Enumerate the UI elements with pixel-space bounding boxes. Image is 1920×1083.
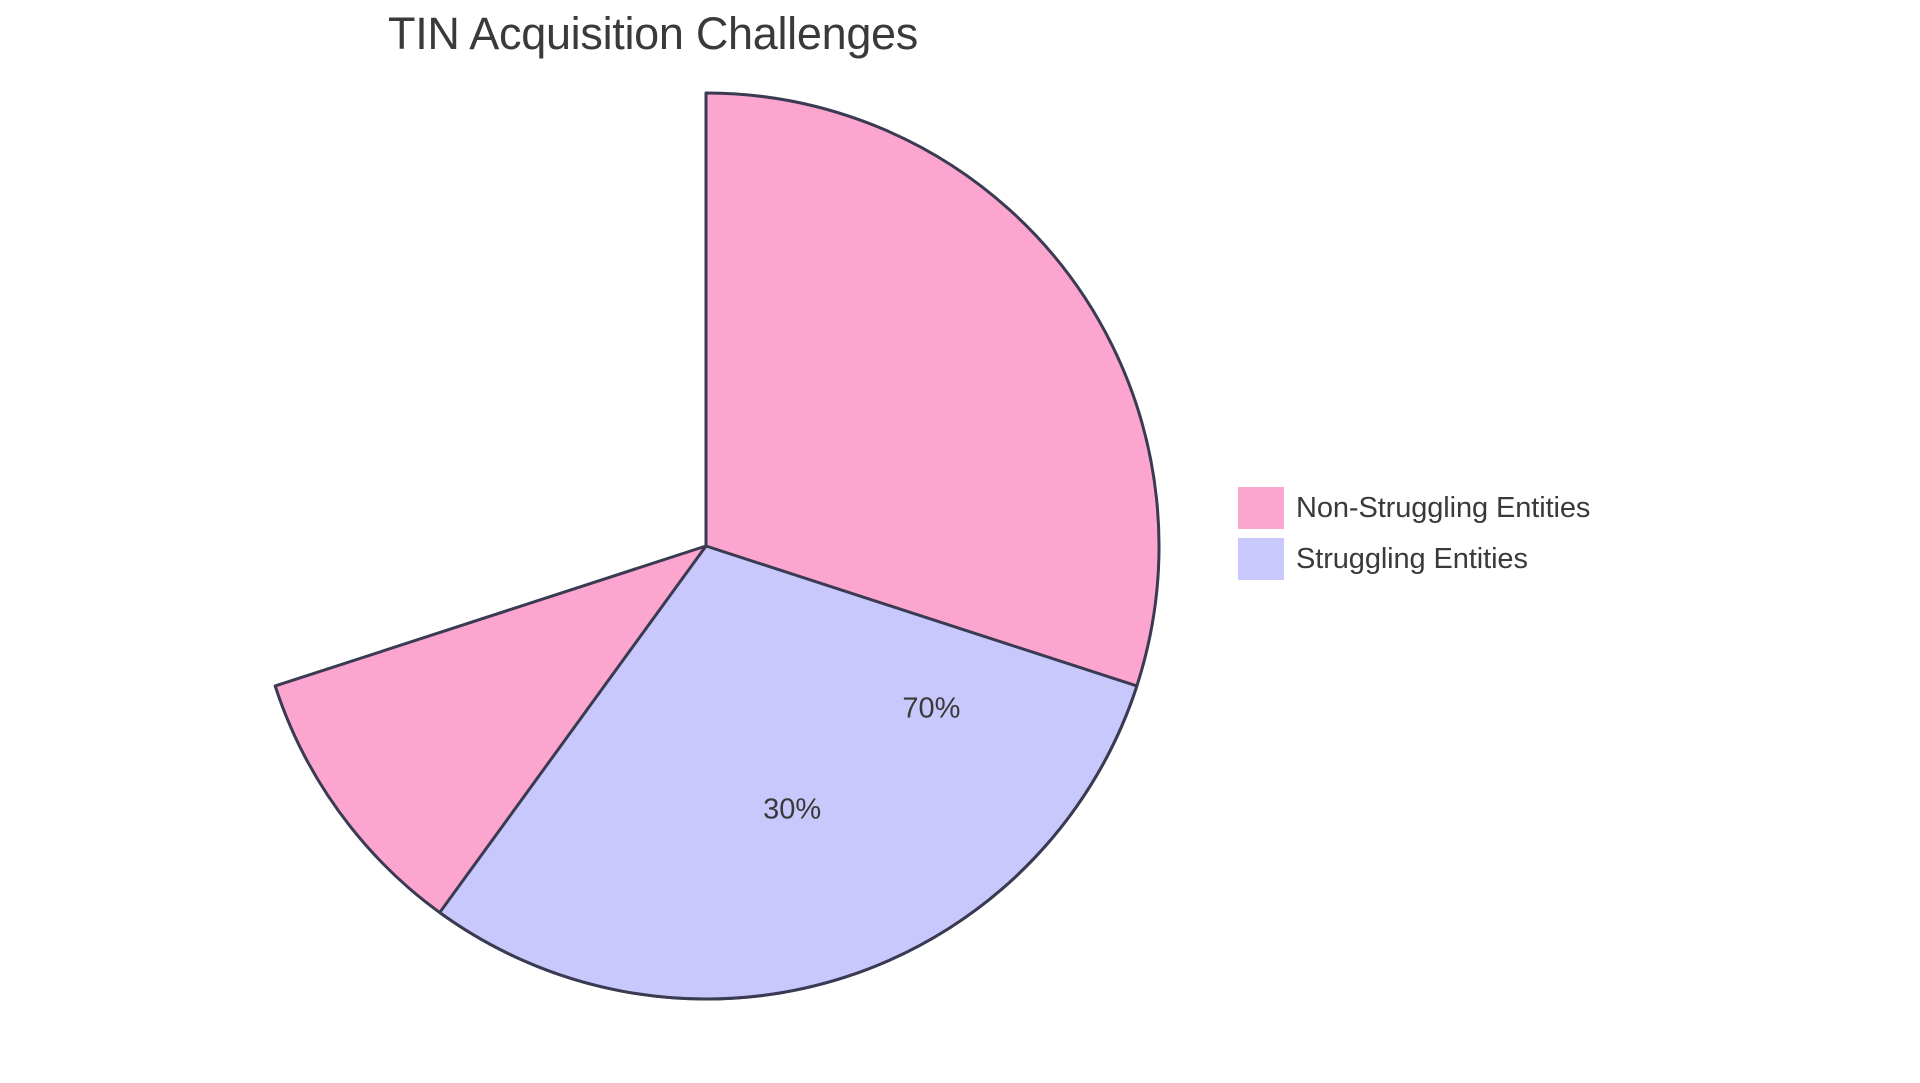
chart-legend: Non-Struggling Entities Struggling Entit… — [1238, 487, 1590, 580]
pie-slice-labels-group: 70% 30% — [763, 692, 960, 825]
legend-item-struggling-entities[interactable]: Struggling Entities — [1238, 538, 1590, 580]
pie-slices-group — [273, 91, 1161, 1001]
legend-label-non-struggling-entities: Non-Struggling Entities — [1296, 491, 1591, 524]
chart-title: TIN Acquisition Challenges — [388, 8, 918, 59]
legend-swatch-struggling-entities — [1238, 538, 1284, 580]
pie-slice-percentage-label: 70% — [902, 692, 960, 724]
legend-swatch-non-struggling-entities — [1238, 487, 1284, 529]
legend-item-non-struggling-entities[interactable]: Non-Struggling Entities — [1238, 487, 1590, 529]
legend-label-struggling-entities: Struggling Entities — [1296, 542, 1528, 575]
pie-slice-percentage-label: 30% — [763, 794, 821, 826]
pie-slice[interactable] — [438, 544, 1139, 1001]
